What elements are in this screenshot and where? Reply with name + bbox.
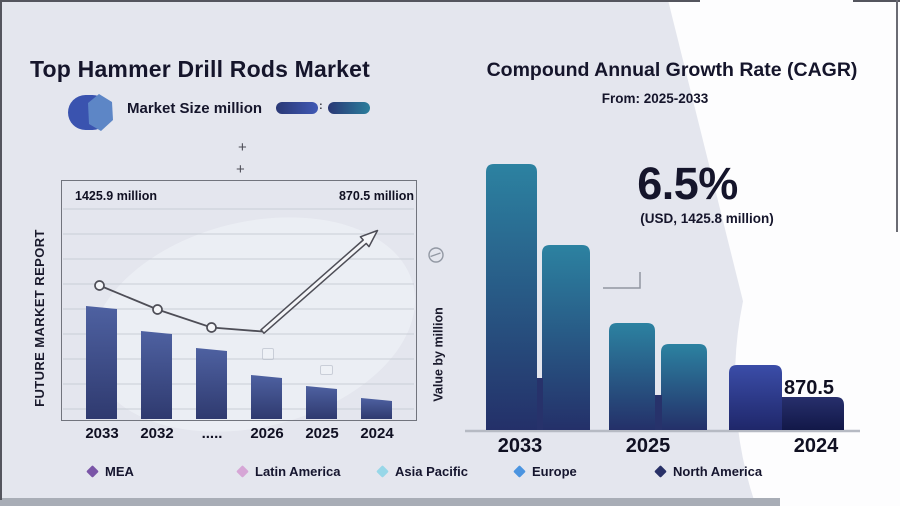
top-border-line-right <box>853 0 900 2</box>
cylinder-icon <box>68 94 113 131</box>
value-axis-label: Value by million <box>431 307 446 402</box>
legend-diamond-icon <box>236 465 249 478</box>
left-chart-title: Top Hammer Drill Rods Market <box>30 56 371 82</box>
legend-label: MEA <box>105 464 134 479</box>
legend-item-asia-pacific: Asia Pacific <box>376 464 468 479</box>
bar-bridge <box>537 378 543 430</box>
bar-bridge <box>655 395 662 430</box>
legend-diamond-icon <box>86 465 99 478</box>
left-x-label-6: 2024 <box>360 425 394 442</box>
region-legend: MEA Latin America Asia Pacific Europe North … <box>0 464 900 482</box>
gradient-pill-blue <box>276 102 318 114</box>
right-bar-chart <box>465 164 860 433</box>
left-border-line <box>0 0 2 500</box>
left-chart-plot-area <box>61 180 417 421</box>
trend-marker <box>152 304 163 315</box>
watermark-text: FUTURE MARKET REPORT <box>32 229 47 407</box>
minus-circle-icon <box>428 247 444 263</box>
step-bracket <box>603 272 641 289</box>
right-chart-title: Compound Annual Growth Rate (CAGR) <box>486 59 858 81</box>
bar-2033 <box>86 306 117 419</box>
cagr-detail: (USD, 1425.8 million) <box>640 211 774 226</box>
legend-diamond-icon <box>513 465 526 478</box>
bar-..... <box>196 348 227 419</box>
bar-2026 <box>251 375 282 419</box>
left-chart-min-annotation: 870.5 million <box>338 189 414 203</box>
legend-diamond-icon <box>654 465 667 478</box>
left-chart-max-annotation: 1425.9 million <box>75 189 157 203</box>
legend-label: North America <box>673 464 763 479</box>
legend-label: Asia Pacific <box>395 464 468 479</box>
top-border-line <box>0 0 700 2</box>
trend-line <box>99 284 263 333</box>
right-chart-bar-annotation: 870.5 <box>784 377 835 399</box>
left-x-label-1: 2033 <box>85 425 119 442</box>
growth-arrow <box>260 229 379 334</box>
legend-label: Latin America <box>255 464 341 479</box>
trend-marker <box>206 322 217 333</box>
legend-diamond-icon <box>376 465 389 478</box>
right-x-label-1: 2033 <box>497 435 543 457</box>
pill-separator: : <box>319 100 323 112</box>
right-x-label-3: 2024 <box>793 435 839 457</box>
cagr-bar-2024-1 <box>729 365 782 430</box>
cagr-bar-2033-2 <box>542 245 590 430</box>
cagr-value: 6.5% <box>637 158 738 209</box>
bottom-shadow-strip <box>0 498 780 506</box>
left-bar-chart <box>63 208 414 419</box>
bar-2025 <box>306 386 337 419</box>
left-x-label-4: 2026 <box>250 425 284 442</box>
legend-item-mea: MEA <box>86 464 134 479</box>
gradient-pill-teal <box>328 102 370 114</box>
faint-window-icon-1 <box>262 348 274 360</box>
cagr-bar-2025-1 <box>609 323 655 430</box>
plus-mark-1: + <box>238 139 247 156</box>
right-x-label-2: 2025 <box>625 435 671 457</box>
cagr-bar-2024-2 <box>782 397 844 430</box>
right-border-line <box>896 0 898 232</box>
plus-mark-2: + <box>236 161 245 178</box>
bar-2024 <box>361 398 392 419</box>
legend-item-north-america: North America <box>654 464 763 479</box>
trend-marker <box>94 280 105 291</box>
legend-label: Europe <box>532 464 577 479</box>
cagr-bar-2033-1 <box>486 164 537 430</box>
right-chart-subtitle: From: 2025-2033 <box>601 91 709 106</box>
faint-window-icon-2 <box>320 365 333 375</box>
bar-2032 <box>141 331 172 419</box>
series-legend-label: Market Size million <box>127 100 263 117</box>
left-x-label-2: 2032 <box>140 425 174 442</box>
cagr-bar-2025-2 <box>661 344 707 430</box>
legend-item-latin-america: Latin America <box>236 464 341 479</box>
left-x-label-5: 2025 <box>305 425 339 442</box>
legend-item-europe: Europe <box>513 464 577 479</box>
left-x-label-3: ..... <box>201 425 223 442</box>
